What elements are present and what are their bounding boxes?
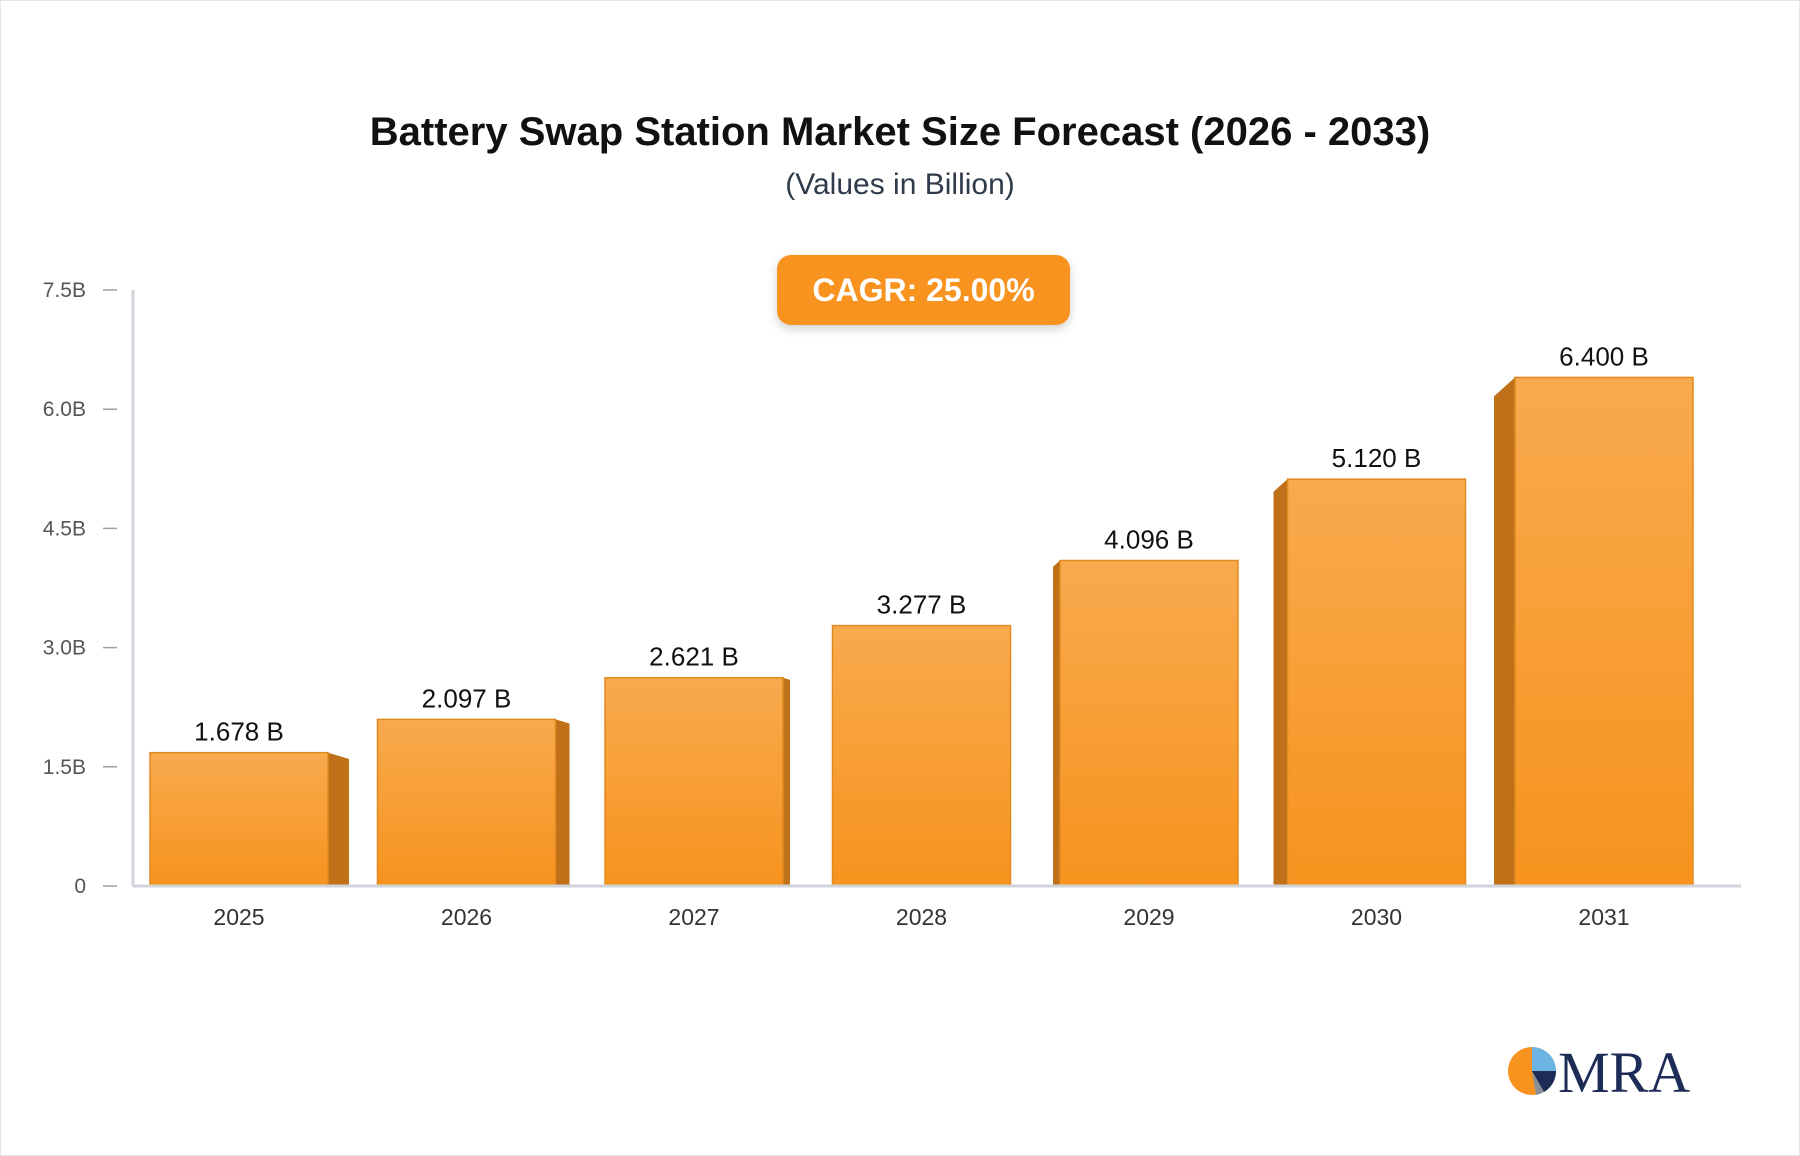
chart-subtitle: (Values in Billion): [785, 168, 1015, 201]
x-tick-label: 2031: [1578, 904, 1629, 930]
x-tick-label: 2026: [441, 904, 492, 930]
x-tick-label: 2029: [1123, 904, 1174, 930]
y-tick-label: 4.5B: [43, 517, 86, 540]
y-tick-label: 3.0B: [43, 637, 86, 660]
chart-title: Battery Swap Station Market Size Forecas…: [369, 110, 1431, 154]
bar-2029: [1059, 559, 1239, 887]
x-tick-label: 2025: [213, 904, 264, 930]
bar-side: [328, 752, 349, 886]
x-tick-label: 2027: [668, 904, 719, 930]
x-tick-label: 2030: [1351, 904, 1402, 930]
bar-2025: [149, 751, 329, 887]
data-label: 2.097 B: [422, 683, 512, 713]
y-tick-label: 6.0B: [43, 398, 86, 421]
data-label: 5.120 B: [1332, 443, 1422, 473]
bar-side: [1053, 560, 1060, 886]
bar-side: [1273, 479, 1288, 886]
logo-text: MRA: [1558, 1040, 1690, 1100]
bar-2027: [604, 676, 784, 887]
bar-2031: [1514, 376, 1694, 887]
bar-2028: [831, 624, 1012, 887]
bar-side: [783, 677, 790, 886]
cagr-badge: CAGR: 25.00%: [777, 255, 1070, 325]
bar-side: [555, 719, 570, 886]
data-label: 1.678 B: [194, 717, 284, 747]
data-label: 4.096 B: [1104, 525, 1194, 555]
bar-2026: [376, 718, 557, 887]
y-tick-label: 1.5B: [43, 756, 86, 779]
data-label: 2.621 B: [649, 642, 739, 672]
data-label: 3.277 B: [877, 590, 967, 620]
y-tick-label: 7.5B: [43, 279, 86, 302]
mra-logo: MRA: [1508, 1040, 1690, 1100]
y-tick-label: 0: [74, 875, 86, 898]
bar-side: [1494, 377, 1515, 886]
data-label: 6.400 B: [1559, 341, 1649, 371]
x-tick-label: 2028: [896, 904, 947, 930]
bar-2030: [1286, 478, 1467, 887]
